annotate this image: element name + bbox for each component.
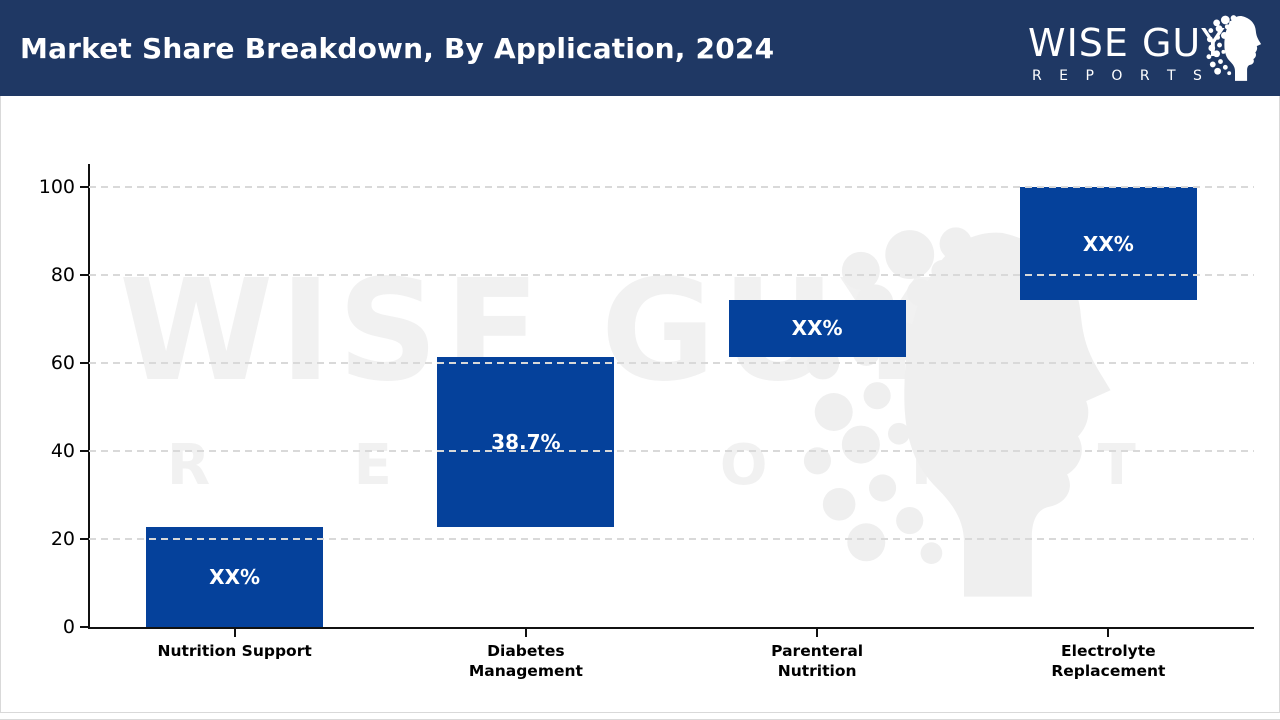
y-axis-line: [88, 164, 90, 629]
y-tick: [80, 450, 88, 452]
waterfall-chart: XX% 38.7% XX% XX% 0 20 40 60 80 100 Nutrition Supp…: [1, 96, 1279, 712]
y-tick: [80, 362, 88, 364]
bar-value-label: 38.7%: [491, 429, 561, 454]
y-tick: [80, 186, 88, 188]
page-title: Market Share Breakdown, By Application, …: [20, 31, 775, 65]
y-tick: [80, 274, 88, 276]
gridline: [89, 274, 1254, 276]
waterfall-bar: [728, 300, 906, 357]
logo-reports-text: R E P O R T S: [1032, 68, 1208, 84]
waterfall-bar: [1019, 187, 1197, 301]
y-tick-label: 40: [50, 440, 75, 462]
y-tick-label: 80: [50, 264, 75, 286]
bar-value-label: XX%: [209, 565, 261, 590]
x-axis-label: Parenteral Nutrition: [771, 642, 864, 681]
y-tick-label: 20: [50, 528, 75, 550]
waterfall-bar: [146, 527, 324, 627]
gridline: [89, 538, 1254, 540]
x-tick: [233, 629, 236, 637]
header: Market Share Breakdown, By Application, …: [0, 0, 1280, 96]
logo-face-icon: [1206, 15, 1262, 81]
x-tick: [1107, 629, 1110, 637]
x-axis-label: Diabetes Management: [468, 642, 583, 681]
y-tick: [80, 538, 88, 540]
x-tick: [524, 629, 527, 637]
y-tick-label: 100: [38, 176, 75, 198]
x-axis-label: Electrolyte Replacement: [1051, 642, 1166, 681]
y-tick: [80, 626, 88, 628]
wise-guy-logo: WISE GUY R E P O R T S: [1028, 15, 1262, 84]
x-axis-line: [88, 627, 1254, 629]
x-tick: [816, 629, 819, 637]
chart-area: WISE GUY R E P O R T S XX% 38.7% XX% XX% 0 20…: [0, 96, 1280, 713]
gridline: [89, 362, 1254, 364]
bar-value-label: XX%: [791, 316, 843, 341]
gridline: [89, 450, 1254, 452]
logo-wordmark: WISE GUY: [1028, 21, 1225, 65]
y-tick-label: 0: [62, 616, 75, 638]
y-tick-label: 60: [50, 352, 75, 374]
waterfall-bar: [437, 356, 615, 528]
x-axis-label: Nutrition Support: [157, 642, 312, 660]
bar-value-label: XX%: [1082, 231, 1134, 256]
gridline: [89, 186, 1254, 188]
